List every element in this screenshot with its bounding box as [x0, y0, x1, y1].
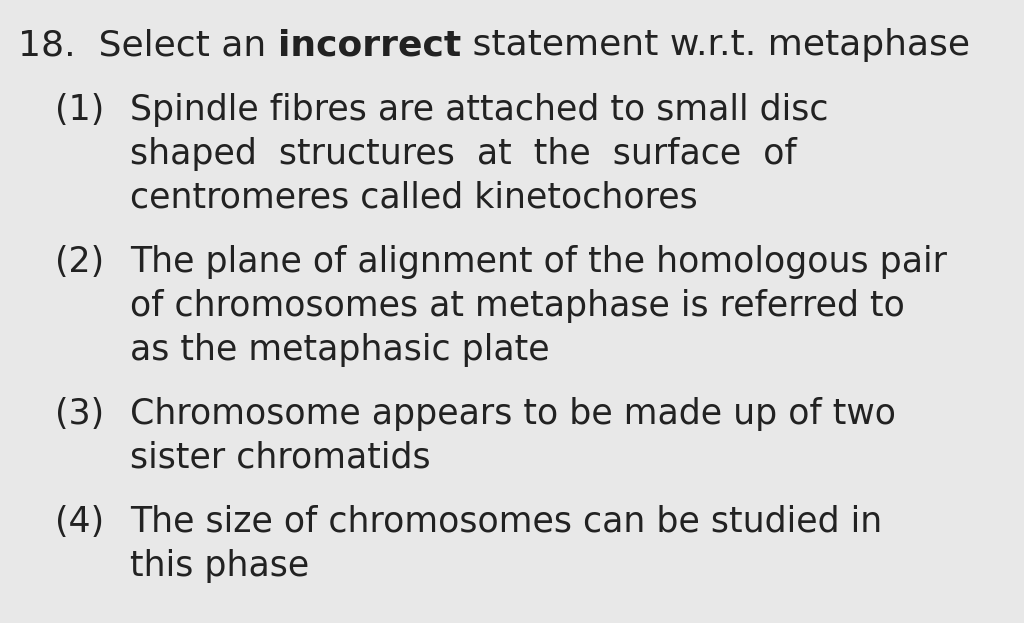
Text: Chromosome appears to be made up of two: Chromosome appears to be made up of two [130, 397, 896, 431]
Text: centromeres called kinetochores: centromeres called kinetochores [130, 181, 697, 215]
Text: this phase: this phase [130, 549, 309, 583]
Text: incorrect: incorrect [278, 28, 461, 62]
Text: The size of chromosomes can be studied in: The size of chromosomes can be studied i… [130, 505, 883, 539]
Text: The plane of alignment of the homologous pair: The plane of alignment of the homologous… [130, 245, 947, 279]
Text: 18.  Select an: 18. Select an [18, 28, 278, 62]
Text: shaped  structures  at  the  surface  of: shaped structures at the surface of [130, 137, 797, 171]
Text: Spindle fibres are attached to small disc: Spindle fibres are attached to small dis… [130, 93, 828, 127]
Text: (4): (4) [55, 505, 104, 539]
Text: as the metaphasic plate: as the metaphasic plate [130, 333, 550, 367]
Text: sister chromatids: sister chromatids [130, 441, 431, 475]
Text: (1): (1) [55, 93, 104, 127]
Text: of chromosomes at metaphase is referred to: of chromosomes at metaphase is referred … [130, 289, 905, 323]
Text: statement w.r.t. metaphase: statement w.r.t. metaphase [461, 28, 970, 62]
Text: (3): (3) [55, 397, 104, 431]
Text: (2): (2) [55, 245, 104, 279]
